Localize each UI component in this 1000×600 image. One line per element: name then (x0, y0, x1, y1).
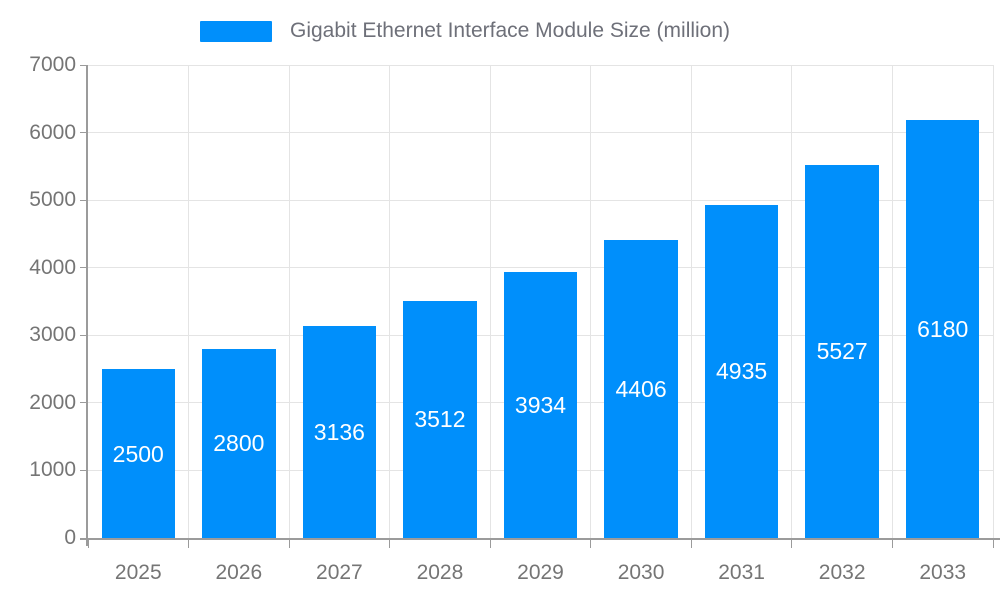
x-axis-line (80, 538, 1000, 540)
y-tick (80, 334, 88, 336)
x-tick (389, 540, 391, 548)
y-axis-label: 4000 (29, 255, 76, 279)
legend-label: Gigabit Ethernet Interface Module Size (… (290, 19, 731, 42)
x-axis-label: 2030 (617, 561, 665, 584)
v-gridline (891, 65, 893, 538)
legend[interactable]: Gigabit Ethernet Interface Module Size (… (200, 20, 730, 42)
bar-2025[interactable]: 2500 (101, 369, 175, 538)
bar-2029[interactable]: 3934 (503, 272, 578, 538)
v-gridline (992, 65, 994, 538)
v-gridline (791, 65, 793, 538)
y-axis-label: 1000 (29, 458, 76, 482)
bar-2027[interactable]: 3136 (302, 326, 377, 538)
x-axis-label: 2032 (818, 561, 866, 584)
x-tick (489, 540, 491, 548)
h-gridline (88, 267, 993, 269)
x-tick (791, 540, 793, 548)
y-axis-label: 6000 (29, 120, 76, 144)
bar-value-label: 3512 (414, 406, 466, 433)
y-tick (80, 64, 88, 66)
plot-area: 2500 2800 3136 3512 3934 4406 4935 5527 6180 (88, 64, 994, 538)
x-tick (690, 540, 692, 548)
x-tick (992, 540, 994, 548)
h-gridline (88, 132, 993, 134)
legend-swatch[interactable] (200, 20, 272, 42)
y-tick (80, 199, 88, 201)
x-axis-label: 2031 (718, 561, 765, 584)
v-gridline (690, 65, 692, 538)
x-tick (87, 540, 89, 548)
bar-value-label: 4935 (716, 358, 768, 385)
bar-value-label: 3934 (514, 392, 567, 419)
x-tick (288, 540, 290, 548)
bar-2031[interactable]: 4935 (704, 204, 779, 538)
x-axis-label: 2029 (517, 561, 564, 584)
h-gridline (88, 64, 993, 66)
bar-2028[interactable]: 3512 (403, 300, 477, 538)
y-axis-label: 0 (64, 526, 76, 549)
bar-value-label: 5527 (816, 338, 868, 365)
x-axis-label: 2033 (919, 561, 967, 584)
x-axis-label: 2026 (215, 561, 263, 584)
x-axis-label: 2028 (416, 561, 464, 584)
y-tick (80, 402, 88, 404)
x-tick (590, 540, 592, 548)
bar-2030[interactable]: 4406 (604, 240, 678, 538)
x-axis-label: 2027 (316, 561, 363, 584)
y-axis-label: 5000 (29, 188, 76, 212)
x-axis-label: 2025 (114, 561, 162, 584)
bar-value-label: 2500 (112, 440, 164, 467)
y-axis-line (86, 65, 88, 546)
bar-value-label: 4406 (615, 376, 667, 403)
v-gridline (389, 65, 391, 538)
y-tick (80, 537, 88, 539)
y-tick (80, 267, 88, 269)
x-tick (891, 540, 893, 548)
bar-2033[interactable]: 6180 (906, 120, 980, 538)
v-gridline (188, 65, 190, 538)
y-axis-label: 7000 (29, 53, 76, 76)
bar-value-label: 6180 (917, 316, 969, 343)
bar-2032[interactable]: 5527 (805, 164, 879, 538)
y-axis-label: 2000 (29, 390, 76, 414)
y-tick (80, 132, 88, 134)
bar-value-label: 3136 (313, 419, 365, 446)
h-gridline (88, 199, 993, 201)
y-tick (80, 469, 88, 471)
v-gridline (489, 65, 491, 538)
v-gridline (288, 65, 290, 538)
bar-2026[interactable]: 2800 (202, 348, 276, 538)
x-tick (188, 540, 190, 548)
bar-value-label: 2800 (213, 430, 265, 457)
y-axis-label: 3000 (29, 323, 76, 347)
v-gridline (590, 65, 592, 538)
